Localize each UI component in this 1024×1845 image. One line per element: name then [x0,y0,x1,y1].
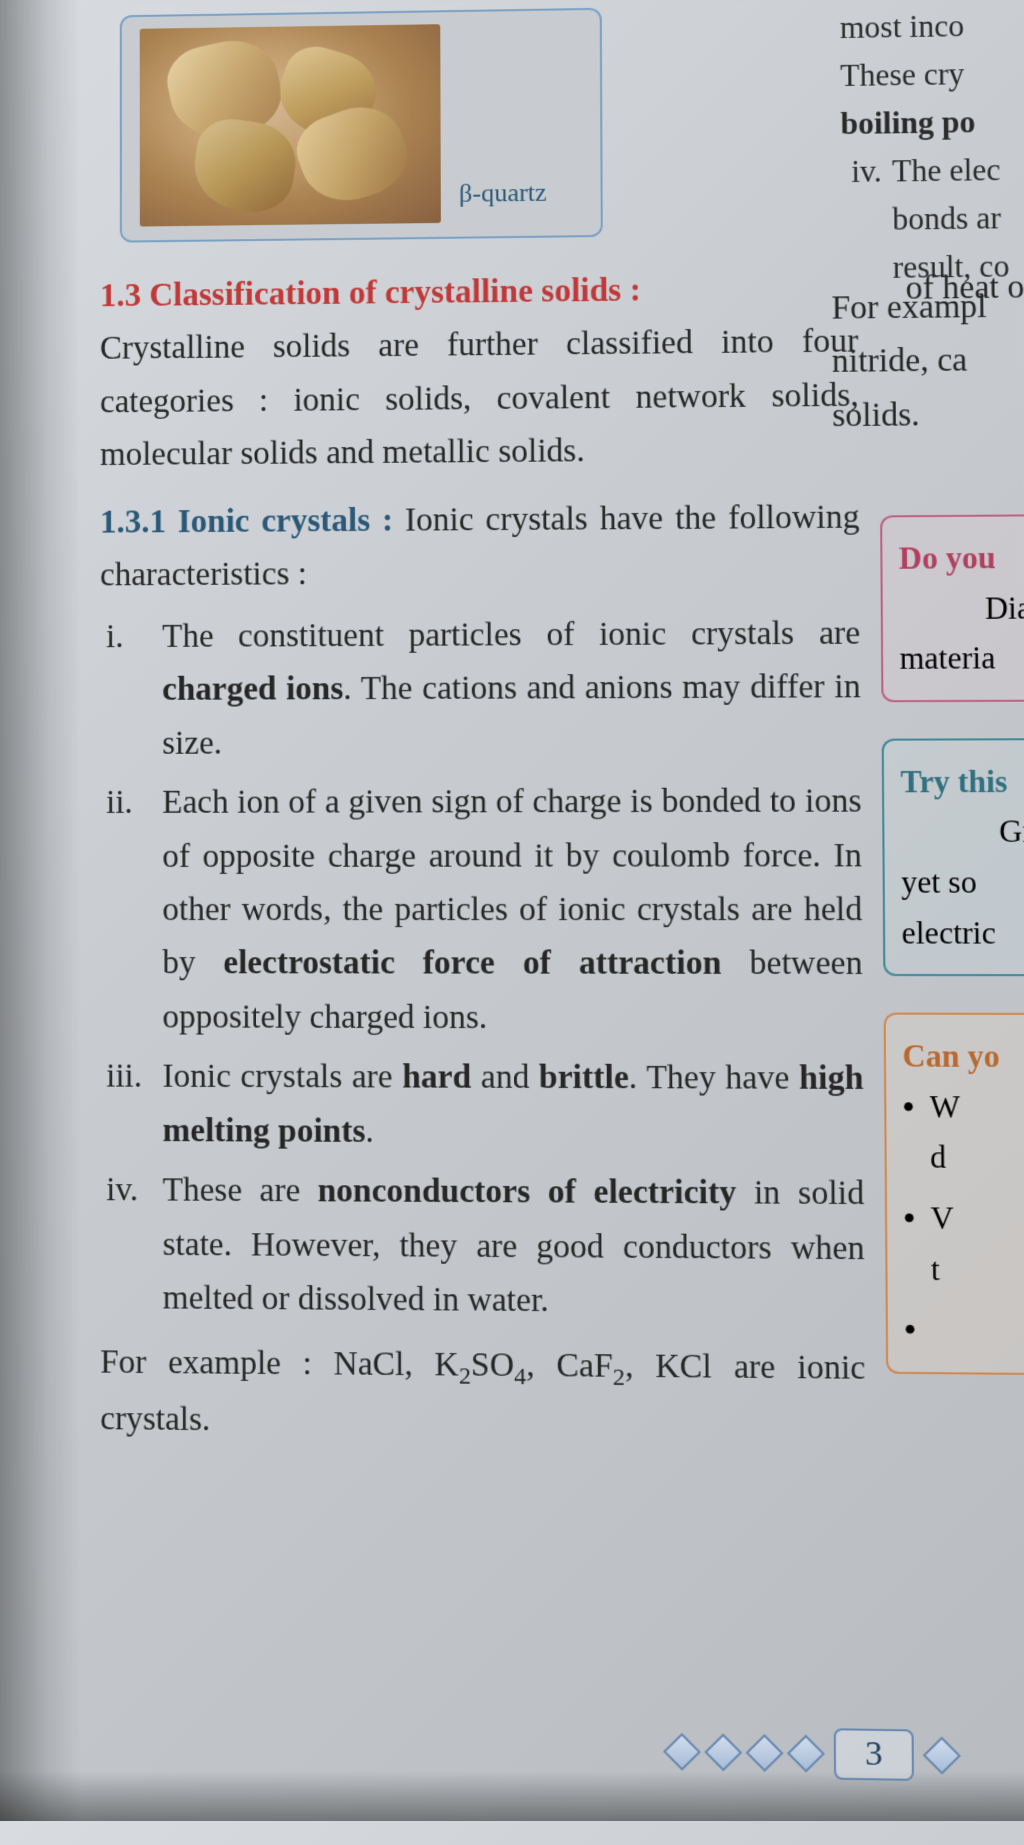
bullet-icon: • [904,1304,931,1355]
callout-heading: Do you [899,533,1024,584]
diamond-icon [746,1734,784,1772]
callout-heading: Try this [900,756,1024,807]
right-edge-text-mid: For exampl nitride, ca solids. [831,280,1024,443]
list-body: Each ion of a given sign of charge is bo… [162,775,863,1046]
list-item: i. The constituent particles of ionic cr… [100,607,861,771]
list-marker: iv. [841,148,893,197]
main-text-column: 1.3 Classification of crystalline solids… [100,262,866,1454]
callout-line: electric [901,908,1024,959]
cut-line: solids. [832,388,1024,444]
subsection-heading: 1.3.1 Ionic crystals : Ionic crystals ha… [100,491,860,603]
cut-line: These cry [840,49,1024,100]
quartz-photo [140,24,441,226]
list-marker: ii. [100,777,162,1045]
callout-line: Dia [899,583,1024,634]
cut-line: The elec [892,146,1001,196]
section-intro: Crystalline solids are further classifie… [100,316,859,483]
diamond-icon [787,1735,825,1773]
callout-line: W [930,1082,1024,1133]
page-footer: 3 [0,1717,1024,1783]
cut-line: bonds ar [841,194,1024,245]
callout-do-you: Do you Dia materia [880,514,1024,702]
list-marker: i. [100,611,162,771]
list-marker: iii. [100,1051,162,1159]
callout-try-this: Try this Gr yet so electric [882,738,1024,976]
cut-line: most inco [840,1,1024,52]
section-heading: 1.3 Classification of crystalline solids… [100,262,858,323]
callout-can-you: Can yo • W d • V t • [884,1013,1024,1375]
diamond-icon [663,1733,701,1771]
bullet-icon: • [903,1193,931,1294]
cut-line: For exampl [831,280,1024,336]
cut-line: boiling po [840,97,1024,148]
callout-line: V [930,1193,1024,1244]
list-marker: iv. [100,1164,163,1326]
characteristics-list: i. The constituent particles of ionic cr… [100,607,865,1331]
diamond-icon [923,1737,961,1775]
example-line: For example : NaCl, K2SO4, CaF2, KCl are… [100,1336,866,1454]
diamond-icon [704,1733,742,1771]
callout-line [931,1305,1024,1306]
page-number: 3 [834,1728,914,1781]
callout-line: t [931,1244,1024,1295]
figure-caption: β-quartz [459,178,547,209]
list-body: The constituent particles of ionic cryst… [162,607,861,771]
right-edge-text-top: most inco These cry boiling po iv. The e… [840,1,1024,293]
list-item: iv. These are nonconductors of electrici… [100,1164,865,1331]
callout-line: materia [899,633,1024,684]
list-body: Ionic crystals are hard and brittle. The… [162,1051,864,1162]
figure-box: β-quartz [120,8,603,243]
list-body: These are nonconductors of electricity i… [163,1164,866,1331]
callout-line: Gr [901,807,1024,858]
callout-line: yet so [901,857,1024,907]
callout-line: d [930,1132,1024,1183]
bullet-icon: • [903,1082,931,1183]
list-item: iii. Ionic crystals are hard and brittle… [100,1051,864,1162]
cut-line: nitride, ca [832,334,1024,390]
callout-heading: Can yo [902,1031,1024,1082]
list-item: ii. Each ion of a given sign of charge i… [100,775,863,1046]
